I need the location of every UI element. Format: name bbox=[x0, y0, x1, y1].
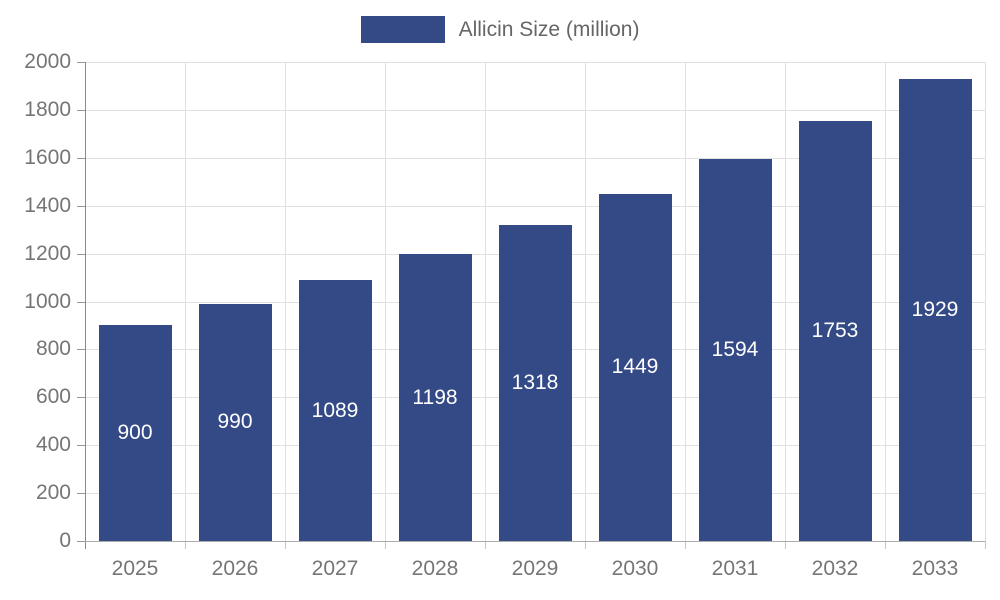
y-tick-label-1000: 1000 bbox=[24, 289, 71, 313]
gridline-horizontal bbox=[85, 157, 985, 159]
y-tick-label-0: 0 bbox=[59, 529, 71, 552]
x-tick-label-2025: 2025 bbox=[111, 557, 159, 580]
x-tick-label-2030: 2030 bbox=[611, 557, 659, 580]
gridline-vertical bbox=[985, 62, 986, 541]
bar-value-label-2033: 1929 bbox=[911, 298, 959, 321]
y-axis-tick bbox=[77, 109, 85, 111]
gridline-vertical bbox=[185, 62, 186, 541]
bar-2028[interactable]: 1198 bbox=[398, 254, 472, 541]
x-tick-label-2029: 2029 bbox=[511, 557, 559, 580]
x-axis-tick bbox=[885, 541, 886, 549]
y-axis-tick bbox=[77, 445, 85, 447]
x-axis-tick bbox=[185, 541, 186, 549]
gridline-vertical bbox=[685, 62, 686, 541]
x-axis-tick bbox=[485, 541, 486, 549]
y-axis-tick bbox=[77, 62, 85, 63]
x-axis-tick bbox=[585, 541, 586, 549]
y-tick-label-800: 800 bbox=[35, 337, 71, 361]
gridline-horizontal bbox=[85, 205, 985, 207]
bar-value-label-2028: 1198 bbox=[412, 385, 458, 409]
bar-2030[interactable]: 1449 bbox=[598, 193, 672, 541]
bar-value-label-2027: 1089 bbox=[311, 398, 359, 422]
y-axis-tick bbox=[77, 397, 85, 399]
legend-swatch bbox=[360, 16, 445, 43]
bar-value-label-2025: 900 bbox=[117, 421, 153, 445]
plot-area: 0 200 400 600 800 1000 1200 1400 1600 1800 2000 900… bbox=[24, 50, 986, 580]
x-tick-label-2032: 2032 bbox=[811, 557, 859, 580]
legend[interactable]: Allicin Size (million) bbox=[0, 16, 1000, 43]
y-tick-label-1800: 1800 bbox=[24, 97, 71, 121]
x-tick-label-2031: 2031 bbox=[711, 557, 759, 580]
y-axis-tick bbox=[77, 541, 85, 542]
bar-value-label-2026: 990 bbox=[217, 410, 253, 434]
y-axis-tick bbox=[77, 157, 85, 159]
y-tick-label-1400: 1400 bbox=[24, 193, 71, 217]
y-axis-line bbox=[85, 62, 86, 549]
bar-2026[interactable]: 990 bbox=[198, 303, 272, 541]
bar-2029[interactable]: 1318 bbox=[498, 225, 572, 541]
gridline-vertical bbox=[285, 62, 286, 541]
gridline-vertical bbox=[785, 62, 786, 541]
gridline-horizontal bbox=[85, 109, 985, 111]
gridline-horizontal bbox=[85, 62, 985, 63]
bar-2025[interactable]: 900 bbox=[98, 325, 172, 541]
legend-label: Allicin Size (million) bbox=[458, 17, 640, 41]
x-axis-tick bbox=[685, 541, 686, 549]
bar-value-label-2029: 1318 bbox=[511, 371, 559, 395]
x-tick-label-2027: 2027 bbox=[311, 557, 359, 580]
bar-value-label-2032: 1753 bbox=[811, 319, 859, 343]
y-tick-label-600: 600 bbox=[35, 385, 71, 409]
y-tick-label-400: 400 bbox=[35, 433, 71, 457]
x-tick-label-2026: 2026 bbox=[211, 557, 259, 580]
y-axis-tick bbox=[77, 493, 85, 495]
y-tick-label-2000: 2000 bbox=[24, 50, 71, 73]
x-axis-tick bbox=[385, 541, 386, 549]
y-axis-tick bbox=[77, 253, 85, 255]
y-tick-label-1600: 1600 bbox=[24, 145, 71, 169]
x-axis-line bbox=[85, 541, 985, 542]
bar-value-label-2031: 1594 bbox=[711, 338, 759, 362]
x-axis-tick bbox=[985, 541, 986, 549]
y-axis-tick bbox=[77, 349, 85, 351]
y-tick-label-1200: 1200 bbox=[24, 241, 71, 265]
y-tick-label-200: 200 bbox=[35, 481, 71, 505]
bar-2032[interactable]: 1753 bbox=[798, 121, 872, 541]
x-tick-label-2033: 2033 bbox=[911, 557, 959, 580]
gridline-vertical bbox=[885, 62, 886, 541]
x-tick-label-2028: 2028 bbox=[411, 557, 459, 580]
bar-2027[interactable]: 1089 bbox=[298, 280, 372, 541]
x-axis-tick bbox=[285, 541, 286, 549]
x-axis-tick bbox=[785, 541, 786, 549]
y-axis-tick bbox=[77, 301, 85, 303]
y-axis-tick bbox=[77, 205, 85, 207]
gridline-vertical bbox=[385, 62, 386, 541]
bar-2031[interactable]: 1594 bbox=[698, 159, 772, 541]
bar-value-label-2030: 1449 bbox=[611, 355, 659, 379]
bar-2033[interactable]: 1929 bbox=[898, 79, 972, 541]
gridline-vertical bbox=[585, 62, 586, 541]
gridline-vertical bbox=[485, 62, 486, 541]
